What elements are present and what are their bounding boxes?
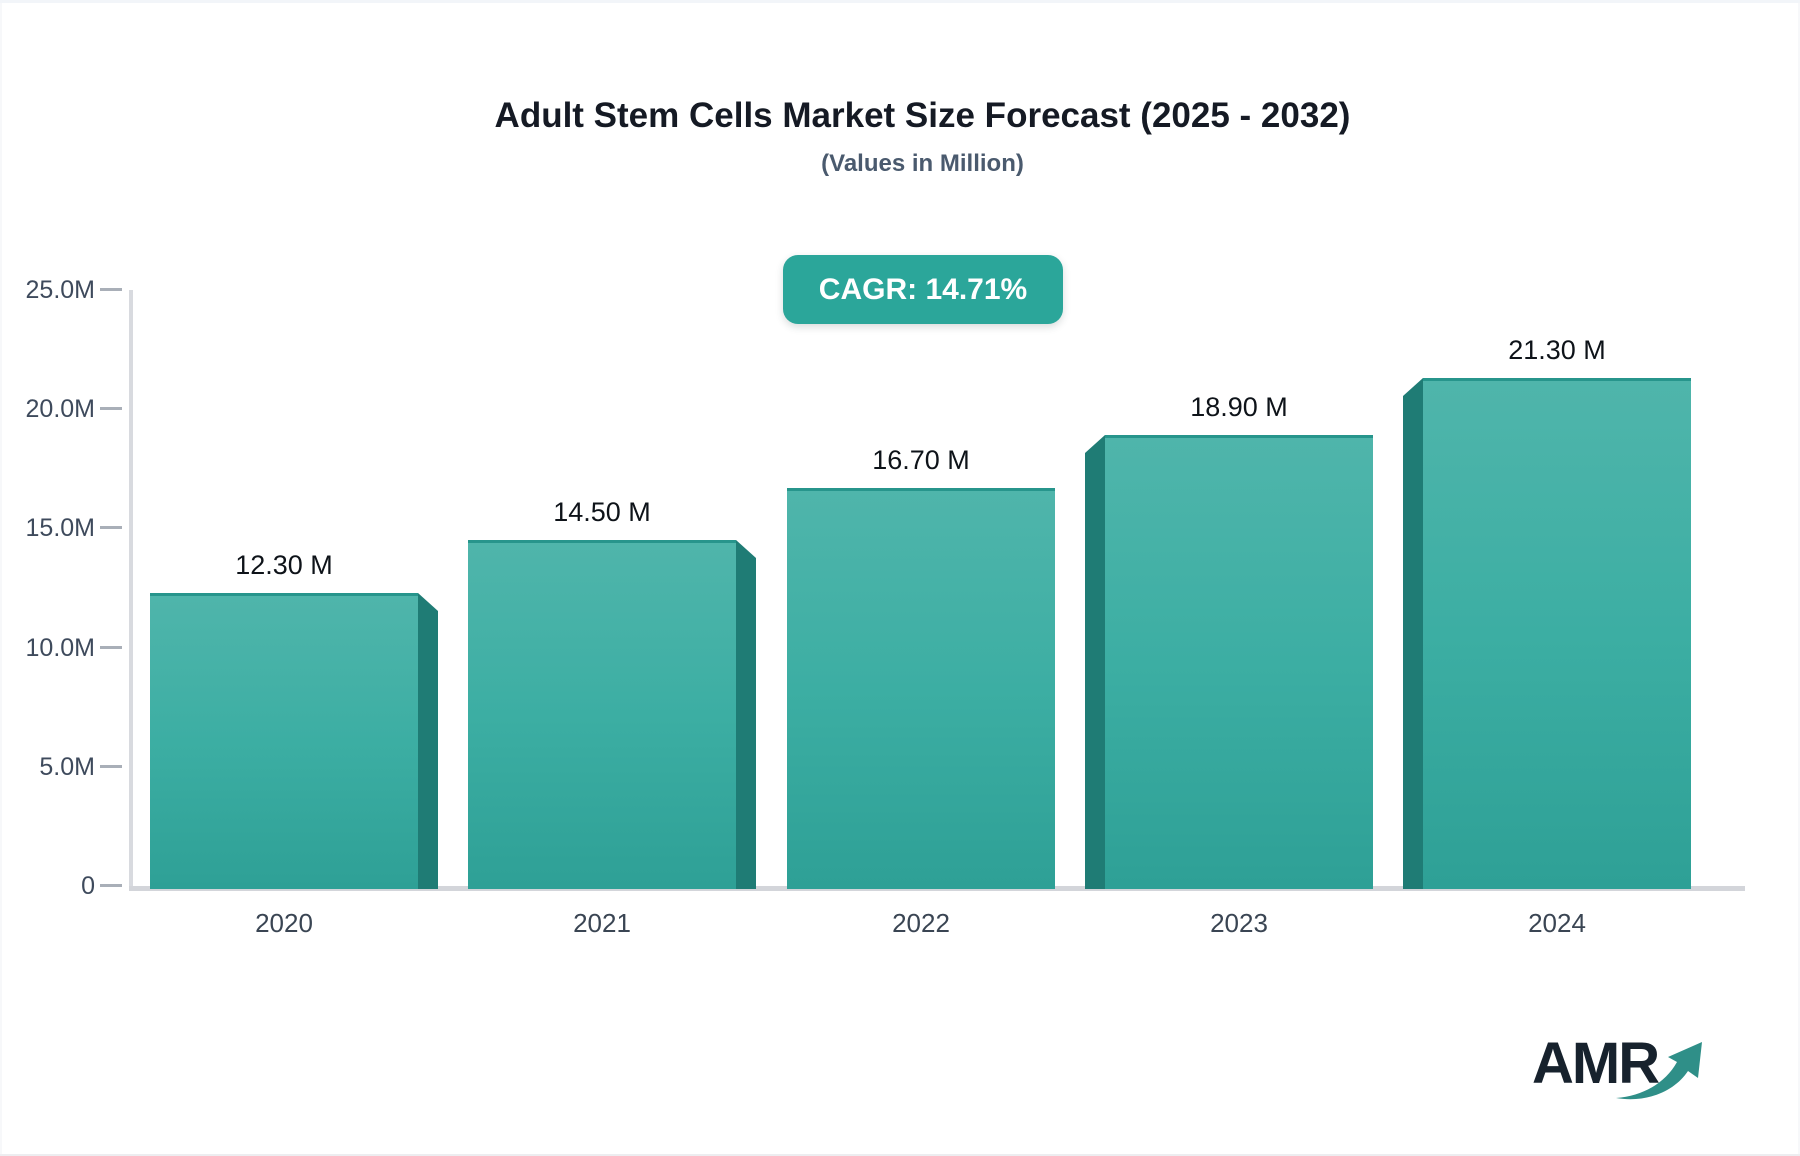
x-axis-label-2020: 2020 (255, 908, 313, 938)
bar-value-label: 18.90 M (1190, 392, 1288, 422)
bar-value-label: 16.70 M (872, 445, 970, 475)
cagr-badge: CAGR: 14.71% (783, 255, 1063, 324)
bar-value-label: 12.30 M (235, 550, 333, 580)
chart-title: Adult Stem Cells Market Size Forecast (2… (494, 96, 1351, 135)
bar-side-face-2020 (418, 593, 438, 889)
y-tick-label: 0 (81, 872, 95, 900)
bar-side-face-2021 (736, 540, 756, 889)
y-tick-label: 10.0M (25, 633, 95, 662)
bar-2022 (787, 488, 1055, 889)
x-axis-label-2023: 2023 (1210, 908, 1268, 938)
chart-subtitle: (Values in Million) (821, 150, 1024, 177)
y-tick-label: 25.0M (25, 276, 95, 304)
y-axis-line (129, 290, 133, 889)
y-tick-label: 5.0M (39, 752, 95, 781)
y-tick-label: 20.0M (25, 395, 95, 424)
bar-2024 (1423, 378, 1691, 889)
bar-2020 (150, 593, 418, 889)
growth-arrow-icon (1616, 1042, 1702, 1100)
bar-value-label: 14.50 M (553, 497, 651, 527)
bar-side-face-2024 (1403, 378, 1423, 889)
x-axis-label-2021: 2021 (573, 908, 631, 938)
y-tick-label: 15.0M (25, 514, 95, 543)
bar-value-label: 21.30 M (1508, 335, 1606, 365)
bar-side-face-2023 (1085, 435, 1105, 889)
y-tick-mark (100, 288, 122, 291)
y-tick-mark (100, 645, 122, 649)
bar-2021 (468, 540, 736, 889)
y-tick-mark (100, 407, 122, 411)
bar-2023 (1105, 435, 1373, 889)
y-tick-mark (100, 526, 122, 530)
x-axis-label-2024: 2024 (1528, 908, 1586, 938)
x-axis-label-2022: 2022 (892, 908, 950, 938)
brand-logo-text: AMR (1532, 1031, 1660, 1096)
y-tick-mark (100, 764, 122, 768)
y-tick-mark (100, 884, 122, 887)
